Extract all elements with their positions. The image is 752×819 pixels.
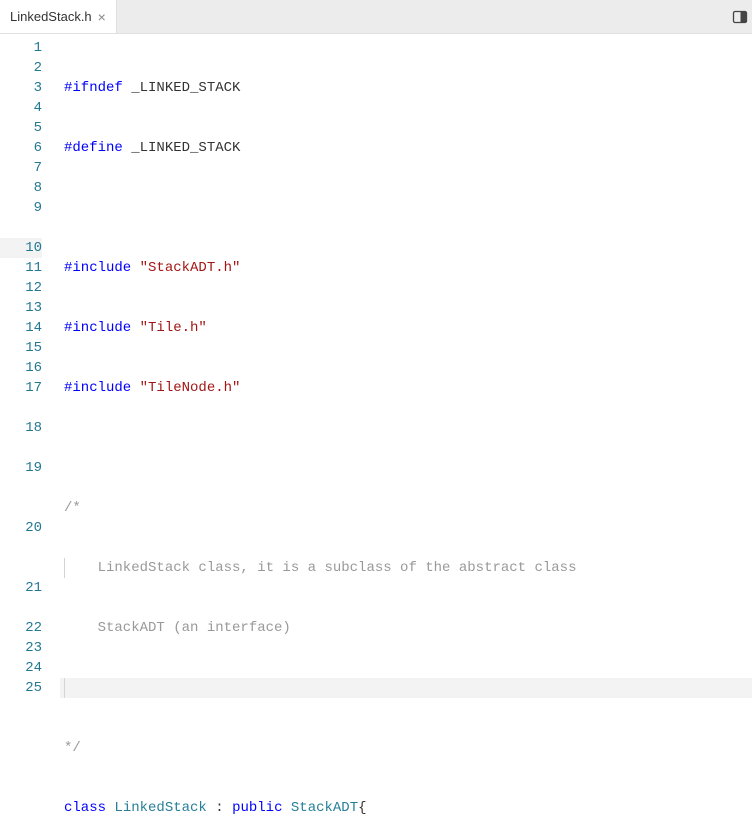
code-content[interactable]: #ifndef _LINKED_STACK #define _LINKED_ST… <box>60 34 752 819</box>
line-number: 23 <box>0 638 42 658</box>
line-number <box>0 558 42 578</box>
punct-token: { <box>358 800 366 816</box>
tab-list: LinkedStack.h × <box>0 0 117 33</box>
line-number <box>0 438 42 458</box>
comment-token: /* <box>64 500 81 516</box>
macro-token: _LINKED_STACK <box>123 80 241 96</box>
line-number <box>0 398 42 418</box>
line-number: 8 <box>0 178 42 198</box>
code-line: #include "StackADT.h" <box>60 258 752 278</box>
code-line-wrap: StackADT (an interface) <box>60 618 752 638</box>
line-number: 14 <box>0 318 42 338</box>
line-number: 20 <box>0 518 42 538</box>
line-number: 10 <box>0 238 42 258</box>
type-token: LinkedStack <box>114 800 206 816</box>
string-token: "StackADT.h" <box>140 260 241 276</box>
line-number: 16 <box>0 358 42 378</box>
line-number: 25 <box>0 678 42 698</box>
keyword-token: public <box>232 800 282 816</box>
space <box>131 380 139 396</box>
comment-token: */ <box>64 740 81 756</box>
code-line: #ifndef _LINKED_STACK <box>60 78 752 98</box>
line-number: 9 <box>0 198 42 218</box>
macro-token: _LINKED_STACK <box>123 140 241 156</box>
string-token: "Tile.h" <box>140 320 207 336</box>
close-icon[interactable]: × <box>98 10 106 24</box>
keyword-token: class <box>64 800 106 816</box>
line-number <box>0 218 42 238</box>
file-tab[interactable]: LinkedStack.h × <box>0 0 117 33</box>
space <box>131 260 139 276</box>
punct-token: : <box>207 800 232 816</box>
code-line: LinkedStack class, it is a subclass of t… <box>60 558 752 578</box>
line-number: 19 <box>0 458 42 478</box>
line-number: 21 <box>0 578 42 598</box>
code-line: #include "Tile.h" <box>60 318 752 338</box>
line-number: 3 <box>0 78 42 98</box>
code-area[interactable]: 1 2 3 4 5 6 7 8 9 10 11 12 13 14 15 16 1… <box>0 34 752 819</box>
tab-title: LinkedStack.h <box>10 9 92 24</box>
editor-container: LinkedStack.h × 1 2 3 4 5 6 7 8 9 10 11 … <box>0 0 752 819</box>
comment-token: LinkedStack class, it is a subclass of t… <box>64 560 576 576</box>
space <box>282 800 290 816</box>
line-number <box>0 478 42 498</box>
code-line: #define _LINKED_STACK <box>60 138 752 158</box>
line-number <box>0 538 42 558</box>
tab-bar: LinkedStack.h × <box>0 0 752 34</box>
code-line <box>60 198 752 218</box>
string-token: "TileNode.h" <box>140 380 241 396</box>
directive-token: #ifndef <box>64 80 123 96</box>
directive-token: #include <box>64 320 131 336</box>
directive-token: #define <box>64 140 123 156</box>
line-number: 11 <box>0 258 42 278</box>
code-line <box>60 438 752 458</box>
line-number: 4 <box>0 98 42 118</box>
line-number: 6 <box>0 138 42 158</box>
type-token: StackADT <box>291 800 358 816</box>
code-line: */ <box>60 738 752 758</box>
line-number: 18 <box>0 418 42 438</box>
line-number: 1 <box>0 38 42 58</box>
line-number: 15 <box>0 338 42 358</box>
directive-token: #include <box>64 260 131 276</box>
toolbar-right <box>732 9 752 25</box>
code-line: class LinkedStack : public StackADT{ <box>60 798 752 818</box>
panel-icon[interactable] <box>732 9 748 25</box>
line-number: 12 <box>0 278 42 298</box>
line-number: 24 <box>0 658 42 678</box>
space <box>131 320 139 336</box>
line-number <box>0 598 42 618</box>
line-number <box>0 498 42 518</box>
code-line: /* <box>60 498 752 518</box>
line-number: 22 <box>0 618 42 638</box>
comment-token: StackADT (an interface) <box>64 620 291 636</box>
line-number: 7 <box>0 158 42 178</box>
line-number: 17 <box>0 378 42 398</box>
line-number: 5 <box>0 118 42 138</box>
line-number: 13 <box>0 298 42 318</box>
line-number: 2 <box>0 58 42 78</box>
line-number-gutter: 1 2 3 4 5 6 7 8 9 10 11 12 13 14 15 16 1… <box>0 34 60 819</box>
code-line-active <box>60 678 752 698</box>
code-line: #include "TileNode.h" <box>60 378 752 398</box>
directive-token: #include <box>64 380 131 396</box>
